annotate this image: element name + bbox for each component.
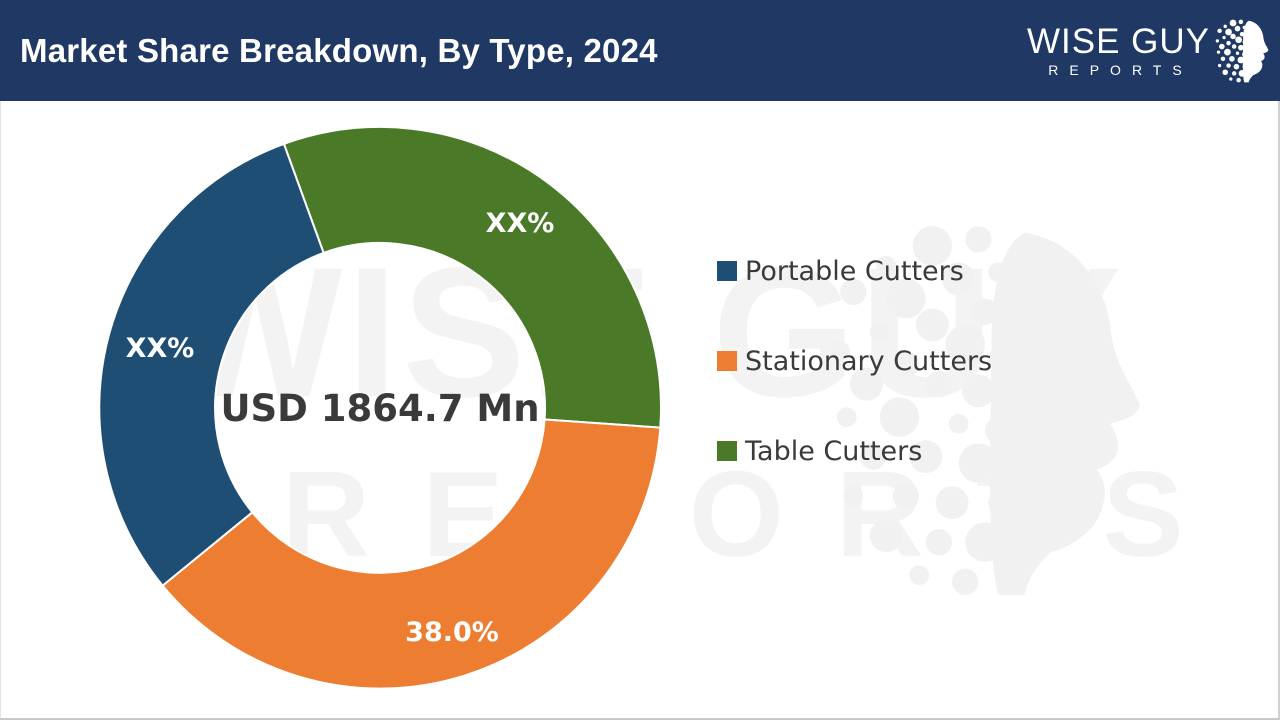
legend-label-table: Table Cutters	[745, 435, 923, 467]
left-border-line	[0, 101, 1, 720]
slice-label-portable: XX%	[126, 333, 195, 364]
logo-text: WISE GUY REPORTS	[1027, 24, 1210, 77]
legend-item-stationary-cutters: Stationary Cutters	[717, 342, 992, 380]
legend-swatch-table	[717, 441, 737, 461]
slice-table-cutters	[282, 125, 662, 429]
page-title: Market Share Breakdown, By Type, 2024	[20, 31, 658, 69]
header-bar: Market Share Breakdown, By Type, 2024 WI…	[0, 0, 1280, 101]
slice-portable-cutters	[98, 142, 325, 587]
legend: Portable Cutters Stationary Cutters Tabl…	[717, 252, 992, 522]
wise-guy-logo: WISE GUY REPORTS	[1027, 0, 1270, 101]
legend-label-stationary: Stationary Cutters	[745, 345, 993, 377]
right-border-line	[1278, 101, 1280, 720]
wise-guy-face-icon	[1214, 11, 1270, 91]
logo-wordmark: WISE GUY	[1026, 22, 1210, 61]
legend-item-table-cutters: Table Cutters	[717, 432, 992, 470]
slice-stationary-cutters	[161, 418, 662, 690]
logo-subtitle: REPORTS	[1048, 62, 1193, 78]
legend-swatch-portable	[717, 261, 737, 281]
donut-center-value: USD 1864.7 Mn	[220, 387, 539, 430]
legend-swatch-stationary	[717, 351, 737, 371]
donut-chart: XX% XX% 38.0% USD 1864.7 Mn	[98, 125, 662, 690]
slice-label-table: XX%	[486, 208, 555, 239]
legend-item-portable-cutters: Portable Cutters	[717, 252, 992, 290]
bottom-border-line	[0, 718, 1280, 720]
slice-label-stationary: 38.0%	[405, 617, 499, 648]
legend-label-portable: Portable Cutters	[745, 255, 964, 287]
